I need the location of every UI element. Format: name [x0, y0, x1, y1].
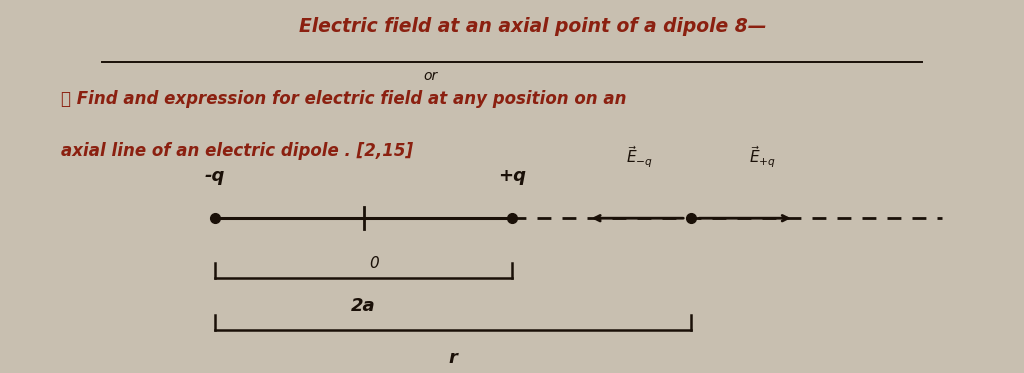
Text: $\vec{E}_{-q}$: $\vec{E}_{-q}$ — [627, 144, 653, 170]
Text: -q: -q — [205, 167, 225, 185]
Text: 0: 0 — [369, 256, 379, 270]
Text: +q: +q — [498, 167, 526, 185]
Text: axial line of an electric dipole . [2,15]: axial line of an electric dipole . [2,15… — [61, 142, 414, 160]
Text: or: or — [423, 69, 437, 83]
Text: $\vec{E}_{+q}$: $\vec{E}_{+q}$ — [750, 144, 776, 170]
Text: Ⓠ Find and expression for electric field at any position on an: Ⓠ Find and expression for electric field… — [61, 90, 627, 107]
Text: 2a: 2a — [351, 297, 376, 314]
Text: r: r — [449, 349, 458, 367]
Text: Electric field at an axial point of a dipole 8—: Electric field at an axial point of a di… — [299, 17, 766, 36]
